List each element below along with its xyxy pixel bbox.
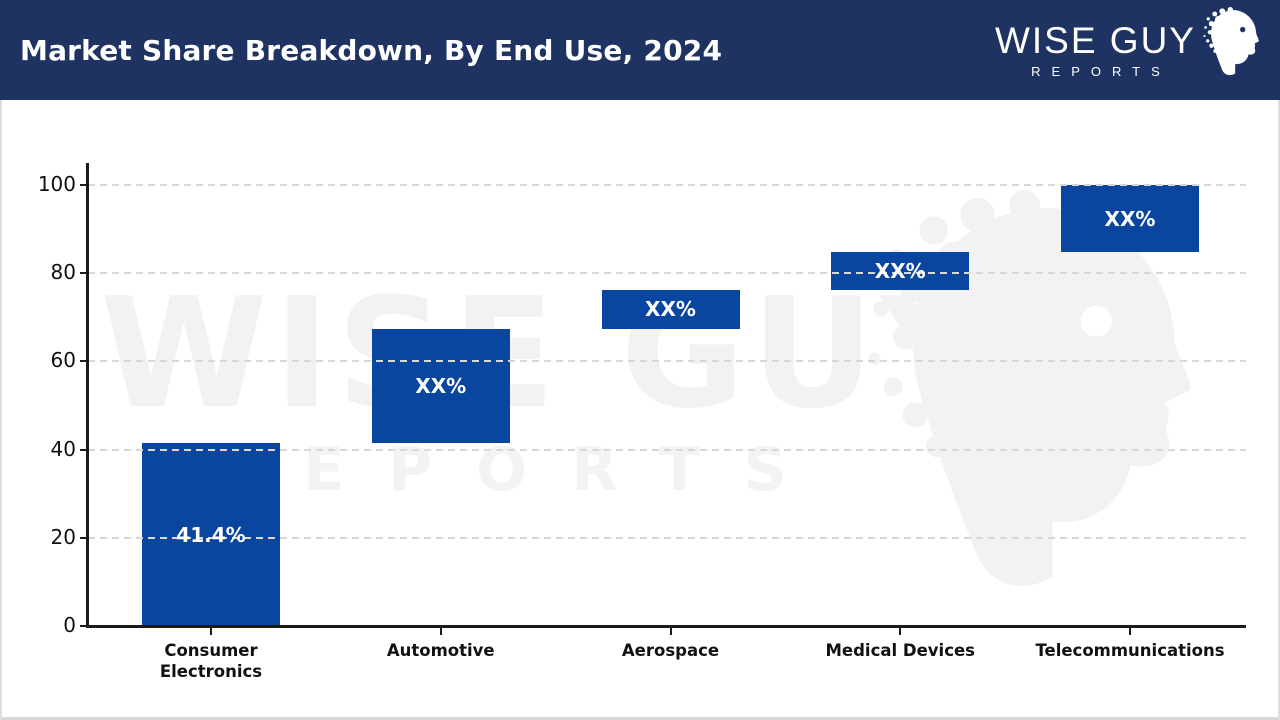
watermark-head-eye-dot	[1080, 305, 1112, 337]
y-axis-tick-label: 100	[37, 172, 76, 196]
brand-subtitle: REPORTS	[1031, 63, 1171, 79]
y-axis-tick-label: 80	[50, 260, 76, 285]
watermark-wise-guy: WISE GUY	[100, 265, 997, 442]
brand-logo-text: WISE GUY REPORTS	[995, 22, 1196, 79]
chart-bar	[601, 289, 740, 329]
x-axis-tick	[669, 627, 672, 635]
x-axis-category-label: Telecommunications	[1035, 641, 1225, 660]
y-axis-tick	[80, 184, 88, 186]
x-axis-tick	[899, 627, 902, 635]
wise-guy-head-icon	[1203, 7, 1259, 76]
gridline	[88, 448, 1246, 451]
page-title: Market Share Breakdown, By End Use, 2024	[20, 33, 723, 67]
bar-value-label: XX%	[415, 374, 467, 399]
watermark-head-icon	[868, 190, 1191, 586]
y-axis-tick	[80, 272, 88, 275]
bar-value-label: XX%	[1104, 206, 1156, 231]
head-eye-dot	[1239, 26, 1246, 33]
x-axis-line	[86, 625, 1246, 628]
x-axis-category-label: Medical Devices	[825, 641, 975, 660]
x-axis-category-label: Aerospace	[621, 641, 720, 660]
x-axis-category-label: Consumer Electronics	[159, 641, 263, 682]
gridline	[88, 536, 1246, 539]
chart-bar	[371, 328, 510, 444]
chart-bar	[142, 443, 280, 626]
y-axis-tick	[80, 536, 88, 539]
chart-bar	[1061, 185, 1199, 253]
y-axis-tick-label: 20	[50, 524, 76, 549]
y-axis-tick-label: 0	[63, 613, 76, 637]
x-axis-tick	[1129, 627, 1131, 635]
y-axis-tick	[80, 360, 88, 363]
brand-name: WISE GUY	[994, 19, 1196, 61]
brand-logo: WISE GUY REPORTS	[995, 0, 1266, 100]
header-bar: Market Share Breakdown, By End Use, 2024…	[0, 0, 1280, 100]
gridline	[88, 360, 1246, 363]
bar-value-label: XX%	[874, 258, 926, 283]
bar-value-label: 41.4%	[176, 522, 246, 547]
gridline	[88, 272, 1246, 275]
x-axis-category-label: Automotive	[386, 641, 495, 660]
gridline	[88, 184, 1246, 186]
y-axis-tick	[80, 625, 88, 627]
bar-value-label: XX%	[645, 297, 696, 322]
x-axis-tick	[439, 627, 442, 635]
y-axis-tick-label: 60	[50, 348, 76, 373]
waterfall-chart: 0 20 40 60 80 100 41.4% Consumer Electronics XX%…	[0, 100, 1280, 720]
y-axis-tick-label: 40	[50, 436, 76, 461]
y-axis-line	[86, 163, 89, 628]
y-axis-tick	[80, 448, 88, 451]
chart-bar	[831, 252, 970, 290]
x-axis-tick	[210, 627, 212, 635]
